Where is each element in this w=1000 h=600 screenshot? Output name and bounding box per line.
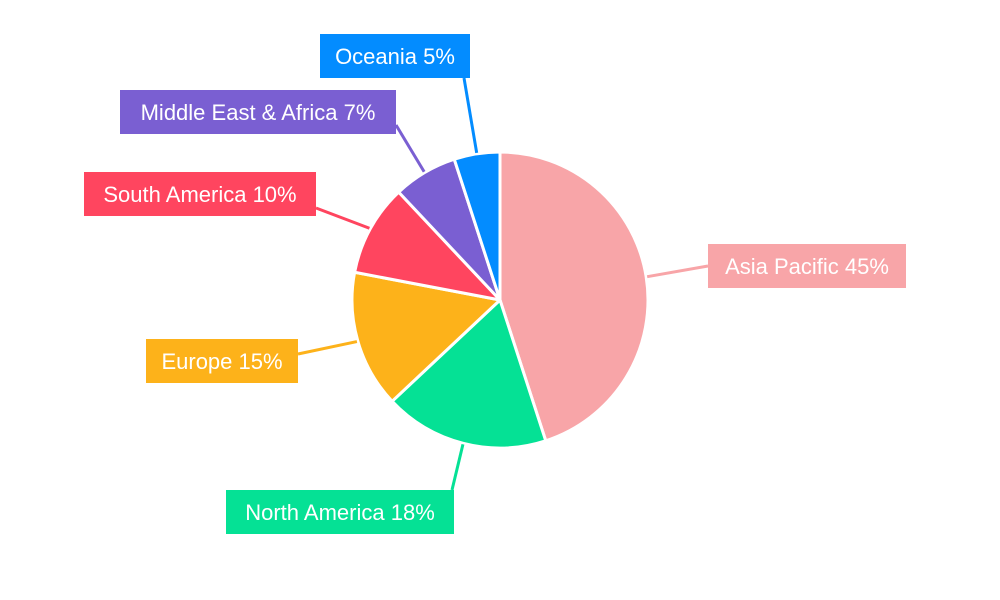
pie-slice-south-america bbox=[353, 190, 502, 302]
slice-label-oceania: Oceania 5% bbox=[320, 34, 470, 78]
pie-slice-north-america bbox=[390, 298, 548, 450]
slice-label-text: North America 18% bbox=[245, 500, 435, 525]
slice-label-box bbox=[146, 339, 298, 383]
slice-label-box bbox=[120, 90, 396, 134]
slice-label-box bbox=[708, 244, 906, 288]
slice-label-text: Asia Pacific 45% bbox=[725, 254, 889, 279]
pie-slice-oceania bbox=[452, 150, 502, 302]
slice-label-box bbox=[226, 490, 454, 534]
slice-label-text: South America 10% bbox=[103, 182, 296, 207]
pie-slice-europe bbox=[350, 270, 502, 403]
slice-label-text: Middle East & Africa 7% bbox=[141, 100, 376, 125]
leader-line-oceania bbox=[462, 77, 479, 154]
leader-line-middle-east-and-africa bbox=[394, 124, 426, 173]
slice-label-europe: Europe 15% bbox=[146, 339, 298, 383]
leader-line-europe bbox=[297, 340, 358, 356]
slices-layer bbox=[350, 150, 650, 450]
slice-label-box bbox=[84, 172, 316, 216]
slice-label-text: Europe 15% bbox=[161, 349, 282, 374]
labels-layer: Asia Pacific 45% North America 18% Europe … bbox=[84, 34, 906, 534]
slice-label-south-america: South America 10% bbox=[84, 172, 316, 216]
leader-line-south-america bbox=[315, 206, 370, 230]
slice-label-asia-pacific: Asia Pacific 45% bbox=[708, 244, 906, 288]
slice-label-north-america: North America 18% bbox=[226, 490, 454, 534]
leader-line-asia-pacific bbox=[646, 264, 709, 279]
slice-label-box bbox=[320, 34, 470, 78]
leader-line-north-america bbox=[450, 443, 465, 491]
pie-slice-asia-pacific bbox=[498, 150, 650, 443]
slice-label-text: Oceania 5% bbox=[335, 44, 455, 69]
slice-label-middle-east-and-africa: Middle East & Africa 7% bbox=[120, 90, 396, 134]
leader-lines-layer bbox=[297, 77, 709, 491]
